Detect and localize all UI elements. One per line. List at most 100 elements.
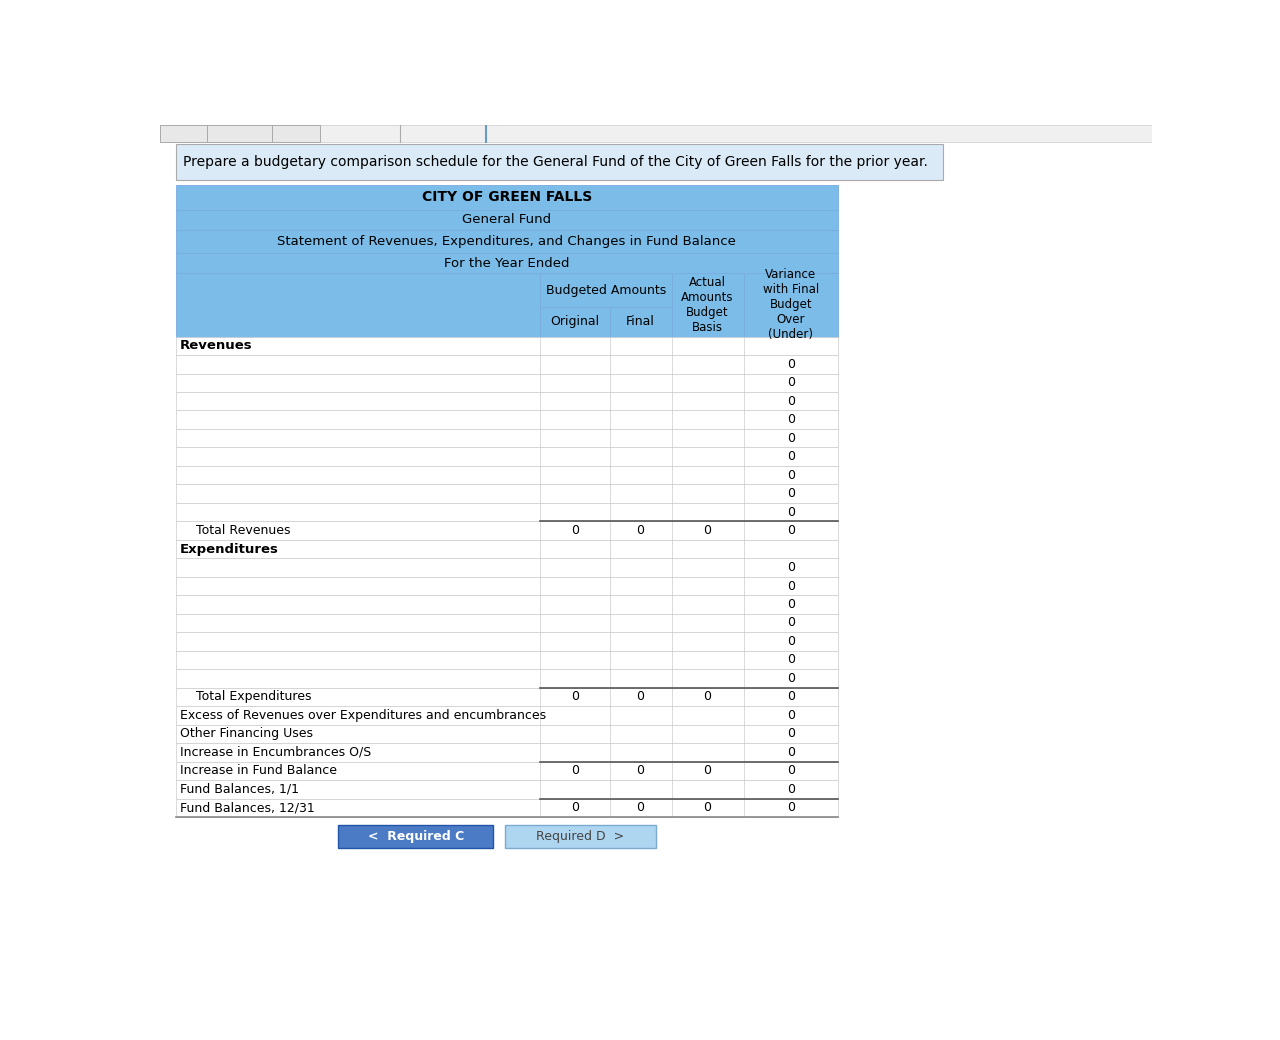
Text: 0: 0	[787, 505, 795, 519]
Text: 0: 0	[787, 524, 795, 537]
Bar	[175, 687, 838, 706]
Bar	[160, 125, 206, 141]
Bar	[175, 725, 838, 744]
Text: Original: Original	[550, 315, 599, 329]
Text: CITY OF GREEN FALLS: CITY OF GREEN FALLS	[421, 190, 591, 204]
Bar	[175, 447, 838, 466]
Bar	[175, 577, 838, 595]
Text: 0: 0	[704, 691, 712, 703]
Text: 0: 0	[636, 524, 645, 537]
Text: Variance
with Final
Budget
Over
(Under): Variance with Final Budget Over (Under)	[763, 268, 819, 341]
Bar	[175, 373, 838, 392]
Text: 0: 0	[571, 764, 579, 777]
Text: General Fund: General Fund	[462, 213, 552, 227]
Text: 0: 0	[704, 801, 712, 814]
Text: Required D  >: Required D >	[536, 830, 625, 842]
Bar	[175, 185, 838, 209]
Text: 0: 0	[636, 801, 645, 814]
Bar	[175, 337, 838, 355]
Bar	[160, 125, 1152, 141]
Text: 0: 0	[787, 598, 795, 612]
Bar	[175, 799, 838, 817]
Text: 0: 0	[636, 691, 645, 703]
Bar	[175, 614, 838, 632]
Text: Statement of Revenues, Expenditures, and Changes in Fund Balance: Statement of Revenues, Expenditures, and…	[278, 235, 736, 249]
Text: 0: 0	[704, 764, 712, 777]
Text: Final: Final	[626, 315, 655, 329]
Bar	[175, 503, 838, 521]
Text: Budgeted Amounts: Budgeted Amounts	[545, 284, 666, 296]
Text: Expenditures: Expenditures	[180, 543, 279, 555]
Text: <  Required C: < Required C	[367, 830, 463, 842]
Bar	[206, 125, 273, 141]
Text: Prepare a budgetary comparison schedule for the General Fund of the City of Gree: Prepare a budgetary comparison schedule …	[183, 155, 928, 170]
Text: 0: 0	[787, 672, 795, 685]
Text: Total Expenditures: Total Expenditures	[180, 691, 311, 703]
Text: Fund Balances, 1/1: Fund Balances, 1/1	[180, 783, 300, 796]
Bar	[540, 274, 672, 307]
Bar	[175, 558, 838, 577]
Text: 0: 0	[787, 376, 795, 389]
Bar	[175, 230, 838, 254]
Bar	[175, 145, 943, 180]
Bar	[609, 307, 672, 337]
Text: 0: 0	[571, 524, 579, 537]
Bar	[504, 825, 657, 848]
Bar	[175, 632, 838, 651]
Bar	[273, 125, 320, 141]
Text: 0: 0	[787, 727, 795, 740]
Text: 0: 0	[787, 561, 795, 574]
Bar	[175, 254, 838, 274]
Text: 0: 0	[787, 395, 795, 408]
Text: 0: 0	[787, 764, 795, 777]
Bar	[175, 355, 838, 373]
Text: Other Financing Uses: Other Financing Uses	[180, 727, 314, 740]
Text: 0: 0	[787, 746, 795, 759]
Text: 0: 0	[787, 450, 795, 463]
Bar	[175, 744, 838, 761]
Bar	[175, 274, 540, 337]
Text: 0: 0	[787, 691, 795, 703]
Bar	[175, 411, 838, 428]
Text: 0: 0	[787, 579, 795, 593]
Bar	[672, 274, 744, 337]
Text: 0: 0	[571, 691, 579, 703]
Text: Fund Balances, 12/31: Fund Balances, 12/31	[180, 801, 315, 814]
Text: 0: 0	[787, 413, 795, 426]
Text: Total Revenues: Total Revenues	[180, 524, 291, 537]
Bar	[175, 392, 838, 411]
Bar	[175, 651, 838, 669]
Text: 0: 0	[704, 524, 712, 537]
Bar	[175, 669, 838, 687]
Bar	[175, 706, 838, 725]
Text: Revenues: Revenues	[180, 339, 252, 353]
Text: Increase in Encumbrances O/S: Increase in Encumbrances O/S	[180, 746, 371, 759]
Text: 0: 0	[636, 764, 645, 777]
Text: 0: 0	[787, 432, 795, 445]
Text: 0: 0	[787, 469, 795, 482]
Bar	[175, 521, 838, 540]
Text: 0: 0	[787, 358, 795, 371]
Text: 0: 0	[787, 487, 795, 500]
Text: Actual
Amounts
Budget
Basis: Actual Amounts Budget Basis	[681, 276, 733, 334]
Text: 0: 0	[787, 635, 795, 648]
Bar	[175, 466, 838, 485]
Bar	[175, 485, 838, 503]
Bar	[744, 274, 838, 337]
Text: 0: 0	[787, 709, 795, 722]
Text: Increase in Fund Balance: Increase in Fund Balance	[180, 764, 337, 777]
Text: 0: 0	[571, 801, 579, 814]
Bar	[175, 595, 838, 614]
Bar	[175, 209, 838, 230]
Bar	[175, 780, 838, 799]
Bar	[175, 428, 838, 447]
Text: 0: 0	[787, 783, 795, 796]
Text: 0: 0	[787, 801, 795, 814]
Bar	[338, 825, 493, 848]
Text: For the Year Ended: For the Year Ended	[444, 257, 570, 270]
Bar	[540, 307, 609, 337]
Text: 0: 0	[787, 617, 795, 629]
Text: Excess of Revenues over Expenditures and encumbrances: Excess of Revenues over Expenditures and…	[180, 709, 547, 722]
Bar	[175, 540, 838, 558]
Bar	[175, 761, 838, 780]
